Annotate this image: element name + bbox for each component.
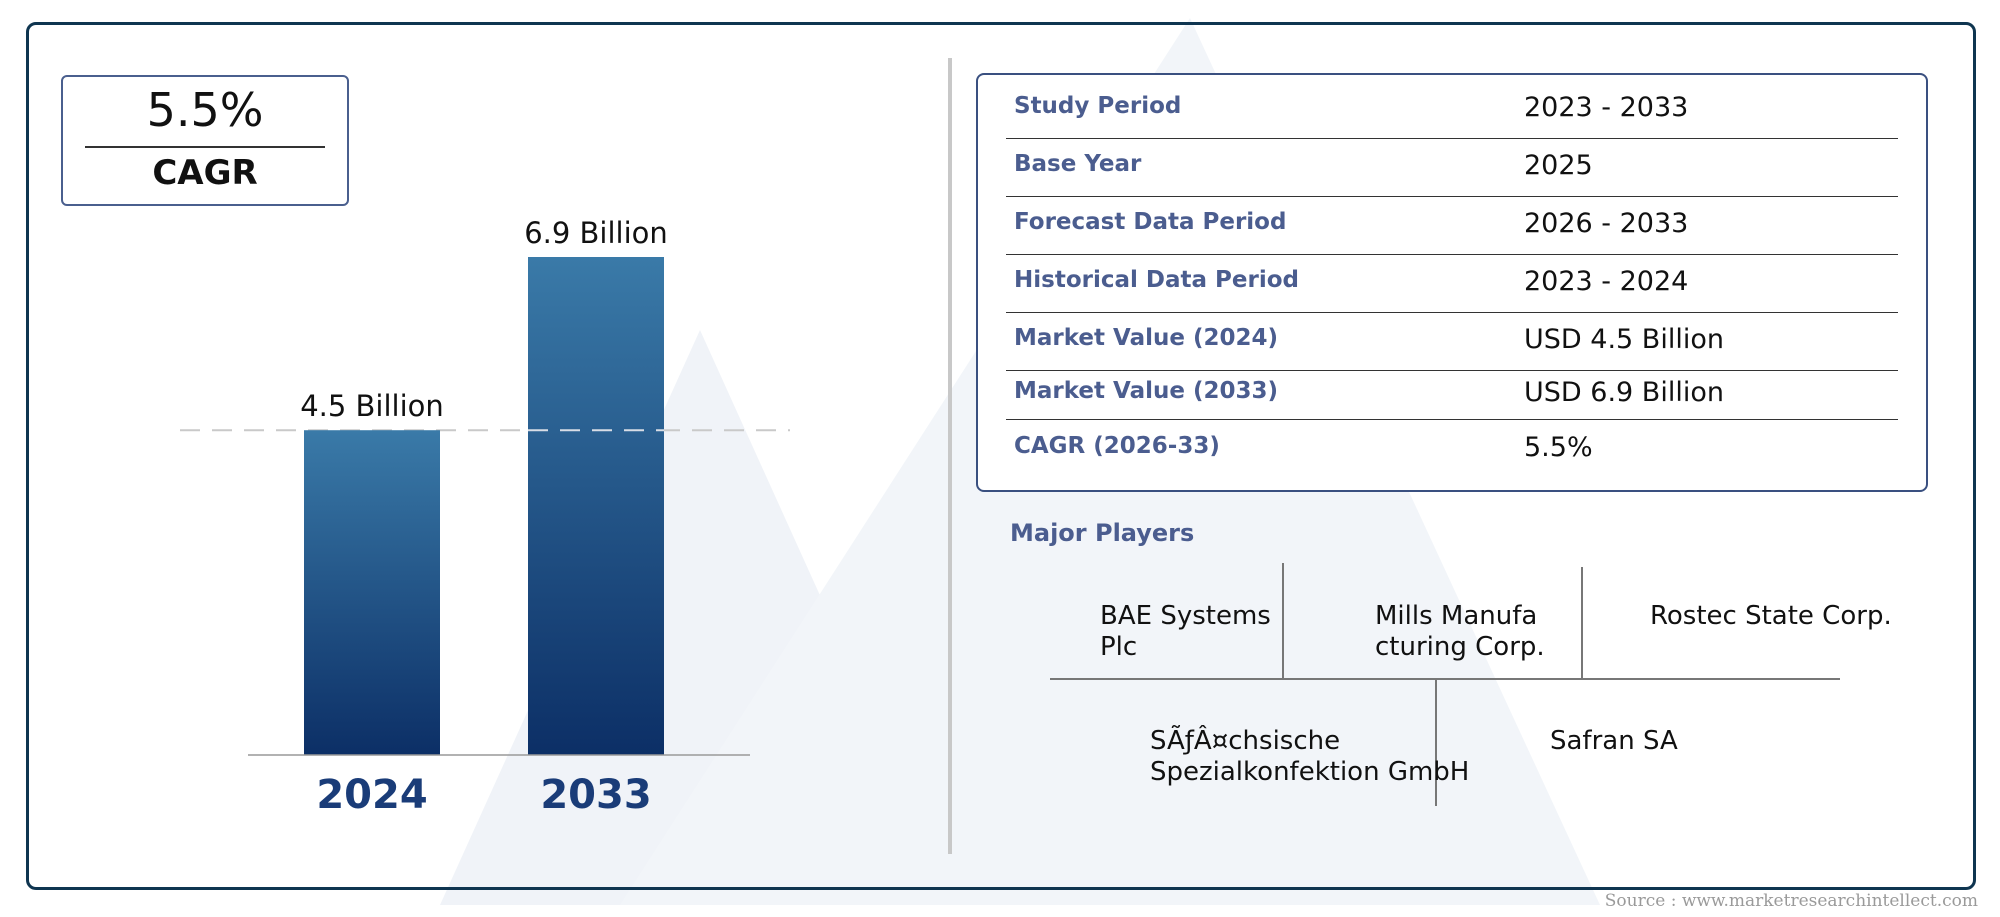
cagr-value: 5.5% bbox=[146, 83, 264, 137]
market-info-table: Study Period 2023 - 2033 Base Year 2025 … bbox=[976, 73, 1928, 492]
info-key: Forecast Data Period bbox=[1014, 209, 1287, 235]
player-bae-systems: BAE Systems Plc bbox=[1100, 601, 1271, 662]
player-divider bbox=[1282, 563, 1284, 678]
major-players-title: Major Players bbox=[1010, 519, 1195, 547]
info-row-historical-period: Historical Data Period 2023 - 2024 bbox=[1006, 255, 1898, 313]
player-divider bbox=[1050, 678, 1840, 680]
bar-2024 bbox=[304, 430, 440, 755]
player-saechsische: SÃƒÂ¤chsische Spezialkonfektion GmbH bbox=[1150, 726, 1470, 787]
info-key: Market Value (2024) bbox=[1014, 325, 1278, 351]
section-divider bbox=[948, 58, 952, 854]
category-label-2033: 2033 bbox=[540, 772, 651, 818]
data-label-2024: 4.5 Billion bbox=[300, 389, 444, 423]
info-key: Base Year bbox=[1014, 151, 1142, 177]
player-safran: Safran SA bbox=[1550, 726, 1678, 756]
info-key: Historical Data Period bbox=[1014, 267, 1299, 293]
player-rostec: Rostec State Corp. bbox=[1650, 601, 1892, 631]
info-key: CAGR (2026-33) bbox=[1014, 433, 1220, 459]
player-divider bbox=[1435, 680, 1437, 806]
source-credit: Source : www.marketresearchintellect.com bbox=[1604, 891, 1978, 911]
data-label-2033: 6.9 Billion bbox=[524, 216, 668, 250]
info-value: 2025 bbox=[1524, 150, 1593, 181]
info-value: USD 4.5 Billion bbox=[1524, 324, 1724, 355]
bar-2033 bbox=[528, 257, 664, 755]
info-row-forecast-period: Forecast Data Period 2026 - 2033 bbox=[1006, 197, 1898, 255]
info-row-market-value-2024: Market Value (2024) USD 4.5 Billion bbox=[1006, 313, 1898, 371]
player-divider bbox=[1581, 567, 1583, 678]
info-row-study-period: Study Period 2023 - 2033 bbox=[1006, 81, 1898, 139]
info-value: 5.5% bbox=[1524, 432, 1593, 463]
market-bar-chart: 4.5 Billion 2024 6.9 Billion 2033 bbox=[180, 216, 790, 818]
cagr-label: CAGR bbox=[152, 153, 258, 193]
info-key: Market Value (2033) bbox=[1014, 378, 1278, 404]
info-value: 2026 - 2033 bbox=[1524, 208, 1689, 239]
cagr-box: 5.5% CAGR bbox=[61, 75, 349, 206]
info-value: 2023 - 2024 bbox=[1524, 266, 1689, 297]
info-row-cagr: CAGR (2026-33) 5.5% bbox=[1006, 421, 1898, 478]
category-label-2024: 2024 bbox=[316, 772, 427, 818]
info-value: USD 6.9 Billion bbox=[1524, 377, 1724, 408]
info-row-base-year: Base Year 2025 bbox=[1006, 139, 1898, 197]
cagr-divider bbox=[85, 146, 325, 148]
info-row-market-value-2033: Market Value (2033) USD 6.9 Billion bbox=[1006, 368, 1898, 420]
info-value: 2023 - 2033 bbox=[1524, 92, 1689, 123]
info-key: Study Period bbox=[1014, 93, 1182, 119]
card-frame bbox=[26, 22, 1976, 890]
player-mills-manufacturing: Mills Manufacturing Corp. bbox=[1375, 601, 1545, 662]
